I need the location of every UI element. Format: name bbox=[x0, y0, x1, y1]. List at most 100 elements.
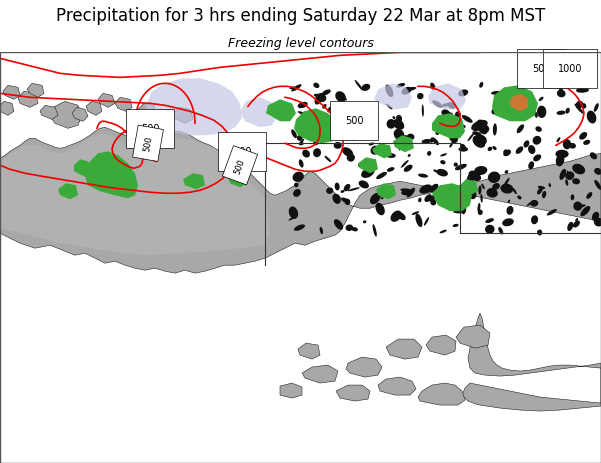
Ellipse shape bbox=[294, 225, 305, 232]
Ellipse shape bbox=[401, 191, 411, 196]
Ellipse shape bbox=[517, 125, 524, 134]
Ellipse shape bbox=[492, 147, 496, 151]
Ellipse shape bbox=[468, 133, 474, 142]
Ellipse shape bbox=[537, 106, 546, 119]
Ellipse shape bbox=[294, 183, 299, 188]
Ellipse shape bbox=[313, 83, 319, 89]
Ellipse shape bbox=[594, 104, 599, 113]
Ellipse shape bbox=[573, 221, 580, 228]
Ellipse shape bbox=[502, 219, 514, 227]
Ellipse shape bbox=[344, 199, 350, 206]
Ellipse shape bbox=[486, 188, 498, 198]
Ellipse shape bbox=[532, 137, 542, 145]
Ellipse shape bbox=[355, 81, 363, 91]
Ellipse shape bbox=[459, 202, 464, 206]
Ellipse shape bbox=[503, 150, 511, 157]
Polygon shape bbox=[58, 184, 78, 200]
Ellipse shape bbox=[430, 83, 436, 91]
Ellipse shape bbox=[482, 126, 489, 133]
Polygon shape bbox=[426, 335, 456, 355]
Ellipse shape bbox=[376, 172, 387, 180]
Polygon shape bbox=[27, 84, 44, 98]
Ellipse shape bbox=[478, 210, 483, 216]
Polygon shape bbox=[173, 108, 193, 124]
Ellipse shape bbox=[341, 191, 344, 194]
Ellipse shape bbox=[436, 169, 448, 177]
Ellipse shape bbox=[439, 230, 447, 234]
Ellipse shape bbox=[386, 120, 395, 129]
Ellipse shape bbox=[441, 110, 451, 119]
Ellipse shape bbox=[422, 105, 424, 118]
Ellipse shape bbox=[474, 167, 487, 175]
Ellipse shape bbox=[450, 115, 455, 122]
Ellipse shape bbox=[362, 170, 373, 175]
Ellipse shape bbox=[331, 136, 335, 140]
Polygon shape bbox=[85, 152, 138, 199]
Ellipse shape bbox=[322, 125, 331, 134]
Ellipse shape bbox=[363, 221, 367, 224]
Polygon shape bbox=[18, 92, 38, 108]
Polygon shape bbox=[3, 86, 20, 100]
Text: 1000: 1000 bbox=[558, 64, 582, 74]
Ellipse shape bbox=[534, 113, 538, 119]
Ellipse shape bbox=[321, 133, 332, 140]
Polygon shape bbox=[228, 172, 248, 188]
Ellipse shape bbox=[567, 171, 570, 180]
Ellipse shape bbox=[467, 184, 474, 191]
Polygon shape bbox=[376, 184, 396, 200]
Ellipse shape bbox=[474, 135, 487, 146]
Ellipse shape bbox=[335, 183, 340, 191]
Polygon shape bbox=[86, 102, 102, 116]
Ellipse shape bbox=[435, 120, 442, 131]
Polygon shape bbox=[156, 110, 174, 126]
Ellipse shape bbox=[504, 178, 510, 188]
Ellipse shape bbox=[471, 121, 487, 132]
Ellipse shape bbox=[581, 104, 587, 109]
Ellipse shape bbox=[392, 117, 395, 120]
Polygon shape bbox=[509, 94, 528, 112]
Polygon shape bbox=[374, 84, 412, 110]
Ellipse shape bbox=[488, 172, 500, 183]
Ellipse shape bbox=[397, 123, 404, 129]
Ellipse shape bbox=[555, 150, 569, 159]
Polygon shape bbox=[462, 313, 601, 411]
Text: Precipitation for 3 hrs ending Saturday 22 Mar at 8pm MST: Precipitation for 3 hrs ending Saturday … bbox=[56, 7, 545, 25]
Ellipse shape bbox=[569, 144, 576, 149]
Ellipse shape bbox=[407, 134, 415, 141]
Polygon shape bbox=[456, 325, 490, 348]
Ellipse shape bbox=[313, 141, 319, 146]
Ellipse shape bbox=[498, 227, 503, 235]
Ellipse shape bbox=[397, 213, 406, 221]
Ellipse shape bbox=[547, 210, 557, 216]
Ellipse shape bbox=[459, 148, 468, 152]
Polygon shape bbox=[240, 98, 278, 128]
Ellipse shape bbox=[440, 154, 447, 157]
Ellipse shape bbox=[440, 161, 445, 165]
Ellipse shape bbox=[458, 90, 468, 97]
Ellipse shape bbox=[415, 214, 423, 228]
Ellipse shape bbox=[566, 108, 570, 114]
Ellipse shape bbox=[401, 161, 409, 169]
Ellipse shape bbox=[433, 170, 438, 173]
Ellipse shape bbox=[517, 196, 522, 200]
Polygon shape bbox=[0, 128, 601, 274]
Ellipse shape bbox=[325, 156, 331, 163]
Ellipse shape bbox=[516, 147, 523, 155]
Ellipse shape bbox=[570, 195, 575, 201]
Ellipse shape bbox=[393, 120, 404, 131]
Text: 500: 500 bbox=[233, 147, 251, 157]
Ellipse shape bbox=[349, 131, 356, 141]
Ellipse shape bbox=[535, 127, 542, 132]
Ellipse shape bbox=[453, 188, 469, 198]
Ellipse shape bbox=[320, 227, 323, 235]
Ellipse shape bbox=[344, 134, 347, 138]
Ellipse shape bbox=[565, 180, 569, 186]
Polygon shape bbox=[334, 110, 366, 132]
Polygon shape bbox=[358, 158, 378, 174]
Ellipse shape bbox=[460, 144, 466, 152]
Ellipse shape bbox=[456, 125, 466, 129]
Ellipse shape bbox=[511, 100, 519, 111]
Ellipse shape bbox=[335, 123, 343, 130]
Polygon shape bbox=[115, 98, 132, 112]
Ellipse shape bbox=[358, 164, 362, 168]
